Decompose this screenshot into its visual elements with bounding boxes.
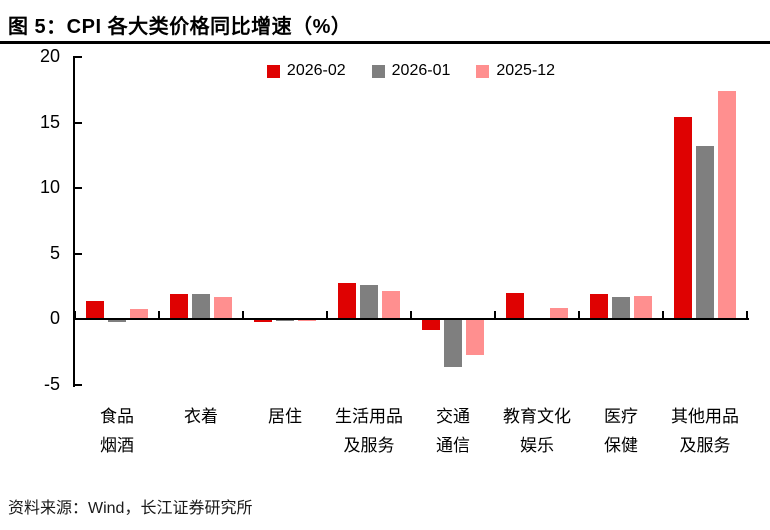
y-axis-tick: [73, 384, 82, 386]
bar-2025-12-group4: [382, 290, 400, 320]
category-label: 生活用品 及服务: [314, 402, 424, 460]
y-axis-tick: [73, 252, 82, 255]
title-divider: [0, 41, 770, 44]
legend-label: 2026-02: [286, 62, 346, 79]
y-tick-label: 20: [39, 46, 60, 66]
chart-legend: 2026-02 2026-01 2025-12: [75, 62, 747, 80]
category-label-line: 及服务: [679, 436, 731, 455]
category-label: 食品 烟酒: [62, 402, 172, 460]
category-label-line: 居住: [268, 407, 302, 426]
category-label-line: 及服务: [343, 436, 395, 455]
x-axis-tick: [662, 311, 664, 321]
x-axis-tick: [746, 311, 748, 321]
y-axis-line: [73, 57, 75, 387]
x-axis-tick: [74, 311, 76, 321]
legend-swatch-icon: [266, 64, 280, 78]
x-axis-tick: [494, 311, 496, 321]
bar-2026-02-group3: [254, 319, 272, 322]
legend-swatch-icon: [371, 64, 385, 78]
category-label: 其他用品 及服务: [650, 402, 760, 460]
y-tick-label: 15: [39, 111, 60, 132]
bar-2026-01-group4: [360, 285, 378, 320]
bar-2025-12-group7: [634, 295, 652, 320]
category-label-line: 生活用品: [335, 407, 403, 426]
bar-2026-02-group7: [590, 294, 608, 320]
category-label-line: 其他用品: [671, 407, 739, 426]
category-label: 衣着: [146, 402, 256, 431]
y-tick-label: 10: [39, 177, 60, 198]
bar-2026-02-group6: [506, 293, 524, 320]
x-axis-tick: [158, 311, 160, 321]
figure-title: 图 5：CPI 各大类价格同比增速（%）: [8, 16, 352, 38]
y-tick-label: 0: [49, 308, 60, 329]
legend-swatch-icon: [476, 64, 490, 78]
x-axis-tick: [578, 311, 580, 321]
category-label-line: 通信: [436, 436, 470, 455]
bar-2026-01-group8: [696, 146, 714, 320]
category-label: 教育文化 娱乐: [482, 402, 592, 460]
y-axis-tick: [73, 187, 82, 190]
legend-item: 2026-02: [266, 62, 346, 80]
bar-2026-02-group5: [422, 319, 440, 330]
bar-2026-01-group2: [192, 294, 210, 320]
category-label-line: 食品: [100, 407, 134, 426]
bar-2025-12-group8: [718, 91, 736, 320]
category-label-line: 医疗: [604, 407, 638, 426]
y-tick-label: 5: [49, 242, 60, 263]
bar-2026-02-group1: [86, 301, 104, 320]
y-axis-tick: [73, 56, 82, 58]
bar-2026-01-group5: [444, 319, 462, 367]
x-axis-tick: [326, 311, 328, 321]
bar-2025-12-group1: [130, 308, 148, 320]
x-axis-tick: [242, 311, 244, 321]
y-axis-tick: [73, 121, 82, 124]
category-label: 居住: [230, 402, 340, 431]
bar-2025-12-group6: [550, 307, 568, 320]
category-label-line: 衣着: [184, 407, 218, 426]
category-label-line: 交通: [436, 407, 470, 426]
bar-2026-01-group1: [108, 319, 126, 322]
legend-label: 2025-12: [496, 62, 556, 79]
x-axis-tick: [410, 311, 412, 321]
bar-2025-12-group2: [214, 297, 232, 320]
category-label: 交通 通信: [398, 402, 508, 460]
category-label-line: 娱乐: [520, 436, 554, 455]
bar-2025-12-group5: [466, 319, 484, 355]
y-tick-label: -5: [43, 374, 60, 394]
category-label-line: 保健: [604, 436, 638, 455]
category-label-line: 教育文化: [503, 407, 571, 426]
bar-2026-02-group4: [338, 282, 356, 320]
legend-item: 2025-12: [476, 62, 555, 80]
bar-2026-02-group2: [170, 294, 188, 320]
bar-2026-02-group8: [674, 117, 692, 320]
legend-label: 2026-01: [391, 62, 451, 79]
bar-2026-01-group7: [612, 297, 630, 320]
source-note: 资料来源：Wind，长江证券研究所: [8, 500, 253, 517]
legend-item: 2026-01: [371, 62, 451, 80]
category-label-line: 烟酒: [100, 436, 134, 455]
category-label: 医疗 保健: [566, 402, 676, 460]
